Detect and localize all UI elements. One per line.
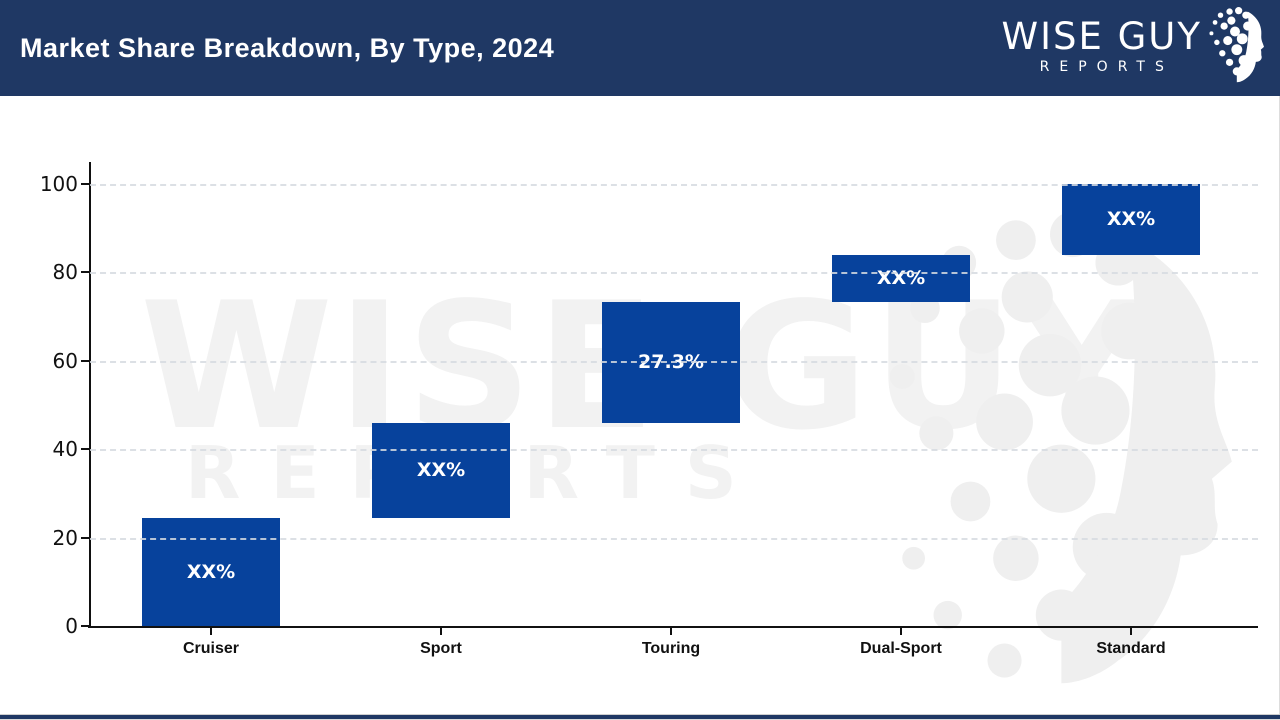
- y-tick-mark: [81, 448, 89, 451]
- bar-sport: XX%: [372, 422, 510, 518]
- y-tick-label: 40: [52, 437, 78, 462]
- bar-value-label: XX%: [186, 560, 236, 583]
- x-tick-mark: [1130, 628, 1132, 635]
- bar-value-label: XX%: [876, 267, 926, 290]
- chart-title: Market Share Breakdown, By Type, 2024: [20, 32, 555, 63]
- brand-logo-text: WISE GUY REPORTS: [1001, 15, 1202, 75]
- watermark: WISE GUY REPORTS: [0, 96, 1280, 715]
- gridline-100: [90, 184, 1258, 186]
- y-tick-mark: [81, 271, 89, 274]
- y-tick-label: 0: [65, 614, 78, 638]
- brand-name: WISE GUY: [1001, 15, 1202, 59]
- watermark-face-dots-icon: [889, 211, 1232, 684]
- x-tick-mark: [670, 628, 672, 635]
- y-tick-label: 80: [52, 260, 78, 285]
- brand-logo: WISE GUY REPORTS: [1002, 6, 1264, 86]
- x-tick-mark: [900, 628, 902, 635]
- y-tick-mark: [81, 625, 89, 627]
- footer-bar: [0, 714, 1280, 719]
- y-tick-label: 60: [52, 348, 78, 373]
- bar-cruiser: XX%: [142, 517, 280, 626]
- y-tick-label: 100: [39, 172, 78, 196]
- gridline-60: [90, 360, 1258, 363]
- bar-standard: XX%: [1062, 184, 1200, 255]
- header-bar: Market Share Breakdown, By Type, 2024 WI…: [0, 0, 1280, 96]
- gridline-40: [90, 449, 1258, 452]
- x-tick-mark: [440, 628, 442, 635]
- x-tick-mark: [210, 628, 212, 635]
- bar-dual-sport: XX%: [832, 254, 970, 302]
- bar-value-label: XX%: [416, 459, 466, 482]
- gridline-80: [90, 272, 1258, 275]
- x-tick-label-dual-sport: Dual-Sport: [860, 640, 942, 657]
- y-axis-line: [89, 162, 91, 628]
- y-tick-mark: [81, 536, 89, 539]
- x-axis-line: [88, 626, 1258, 628]
- x-tick-label-touring: Touring: [641, 640, 701, 657]
- x-tick-label-sport: Sport: [420, 640, 462, 657]
- y-tick-mark: [81, 359, 89, 362]
- brand-face-dots-icon: [1209, 7, 1264, 83]
- brand-subtitle: REPORTS: [1039, 58, 1174, 75]
- x-tick-label-cruiser: Cruiser: [182, 640, 240, 657]
- gridline-20: [90, 537, 1258, 540]
- y-tick-mark: [81, 183, 89, 185]
- x-tick-label-standard: Standard: [1096, 640, 1166, 657]
- bar-value-label: XX%: [1106, 208, 1156, 231]
- y-tick-label: 20: [52, 525, 78, 550]
